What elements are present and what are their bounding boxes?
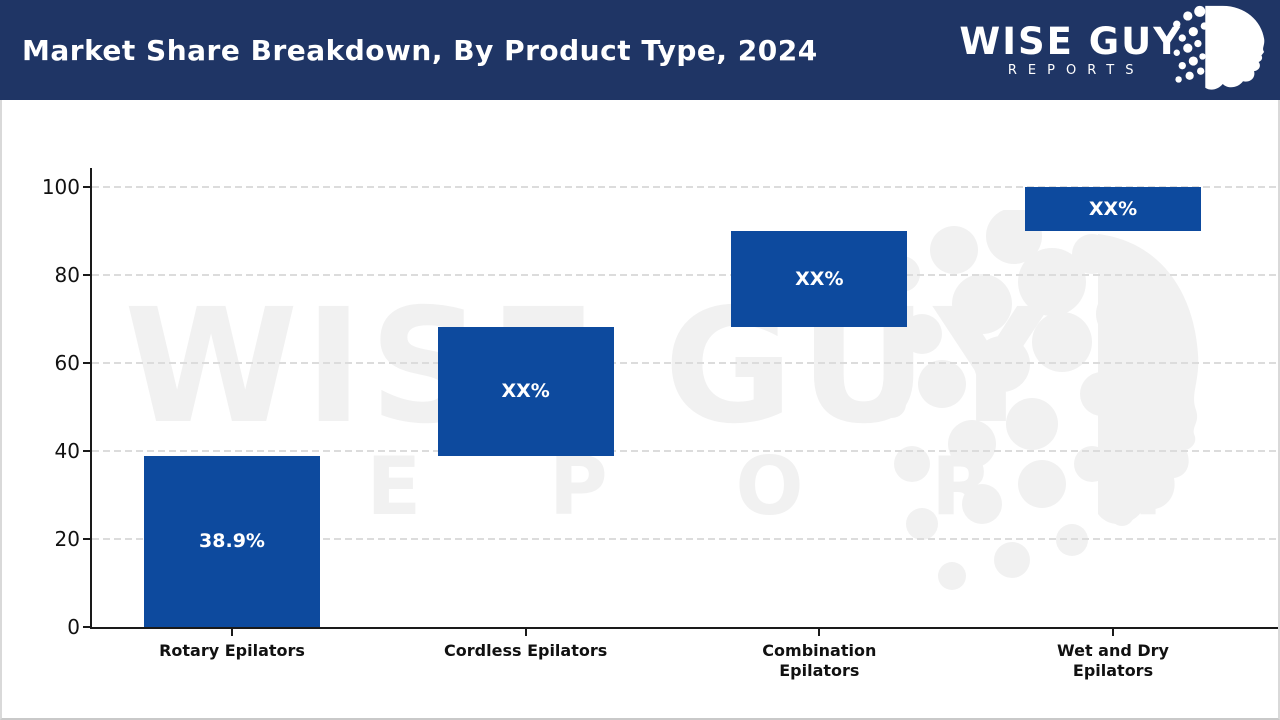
y-axis-tick (83, 626, 92, 628)
bar-segment: XX% (437, 326, 614, 456)
x-axis-tick (818, 629, 821, 636)
category-label: Cordless Epilators (444, 641, 608, 660)
x-axis-line (90, 627, 1278, 629)
y-tick-label: 80 (54, 263, 80, 287)
watermark-head-icon (878, 210, 1199, 590)
bar-segment: 38.9% (144, 455, 320, 627)
bar-value-label: XX% (795, 267, 844, 290)
bar-value-label: 38.9% (199, 530, 265, 553)
bar-segment: XX% (731, 231, 908, 327)
y-tick-label: 0 (67, 615, 80, 639)
x-axis-tick (231, 629, 233, 636)
y-gridline (92, 362, 1278, 364)
wiseguy-logo: WISE GUY REPORTS (959, 0, 1272, 100)
y-gridline (92, 450, 1278, 452)
x-axis-tick (524, 629, 527, 636)
y-tick-label: 60 (54, 351, 80, 375)
y-tick-label: 100 (41, 175, 80, 199)
y-axis-tick (83, 538, 92, 540)
y-tick-label: 20 (54, 527, 80, 551)
y-gridline (92, 186, 1278, 188)
y-axis-tick (83, 450, 92, 452)
y-tick-label: 40 (54, 439, 80, 463)
category-label: Combination Epilators (762, 641, 877, 680)
logo-head-icon (1173, 5, 1265, 90)
header: Market Share Breakdown, By Product Type,… (0, 0, 1280, 100)
y-gridline (92, 538, 1278, 540)
bar-value-label: XX% (1088, 198, 1138, 220)
y-axis-line (90, 168, 92, 629)
page-title: Market Share Breakdown, By Product Type,… (22, 33, 818, 67)
category-label: Wet and Dry Epilators (1057, 641, 1169, 680)
logo-text: WISE GUY REPORTS (959, 23, 1182, 78)
x-axis-tick (1112, 629, 1114, 636)
y-gridline (92, 274, 1278, 276)
category-label: Rotary Epilators (159, 641, 305, 660)
logo-wordmark: WISE GUY (959, 19, 1182, 63)
chart-area: WISE GUY R E P O R T S 02040608010038.9%… (0, 100, 1280, 720)
y-axis-tick (83, 362, 92, 364)
logo-subtitle: REPORTS (1007, 62, 1145, 78)
bar-value-label: XX% (501, 380, 550, 403)
bar-segment: XX% (1025, 187, 1201, 231)
y-axis-tick (83, 274, 92, 276)
y-axis-tick (83, 186, 92, 188)
